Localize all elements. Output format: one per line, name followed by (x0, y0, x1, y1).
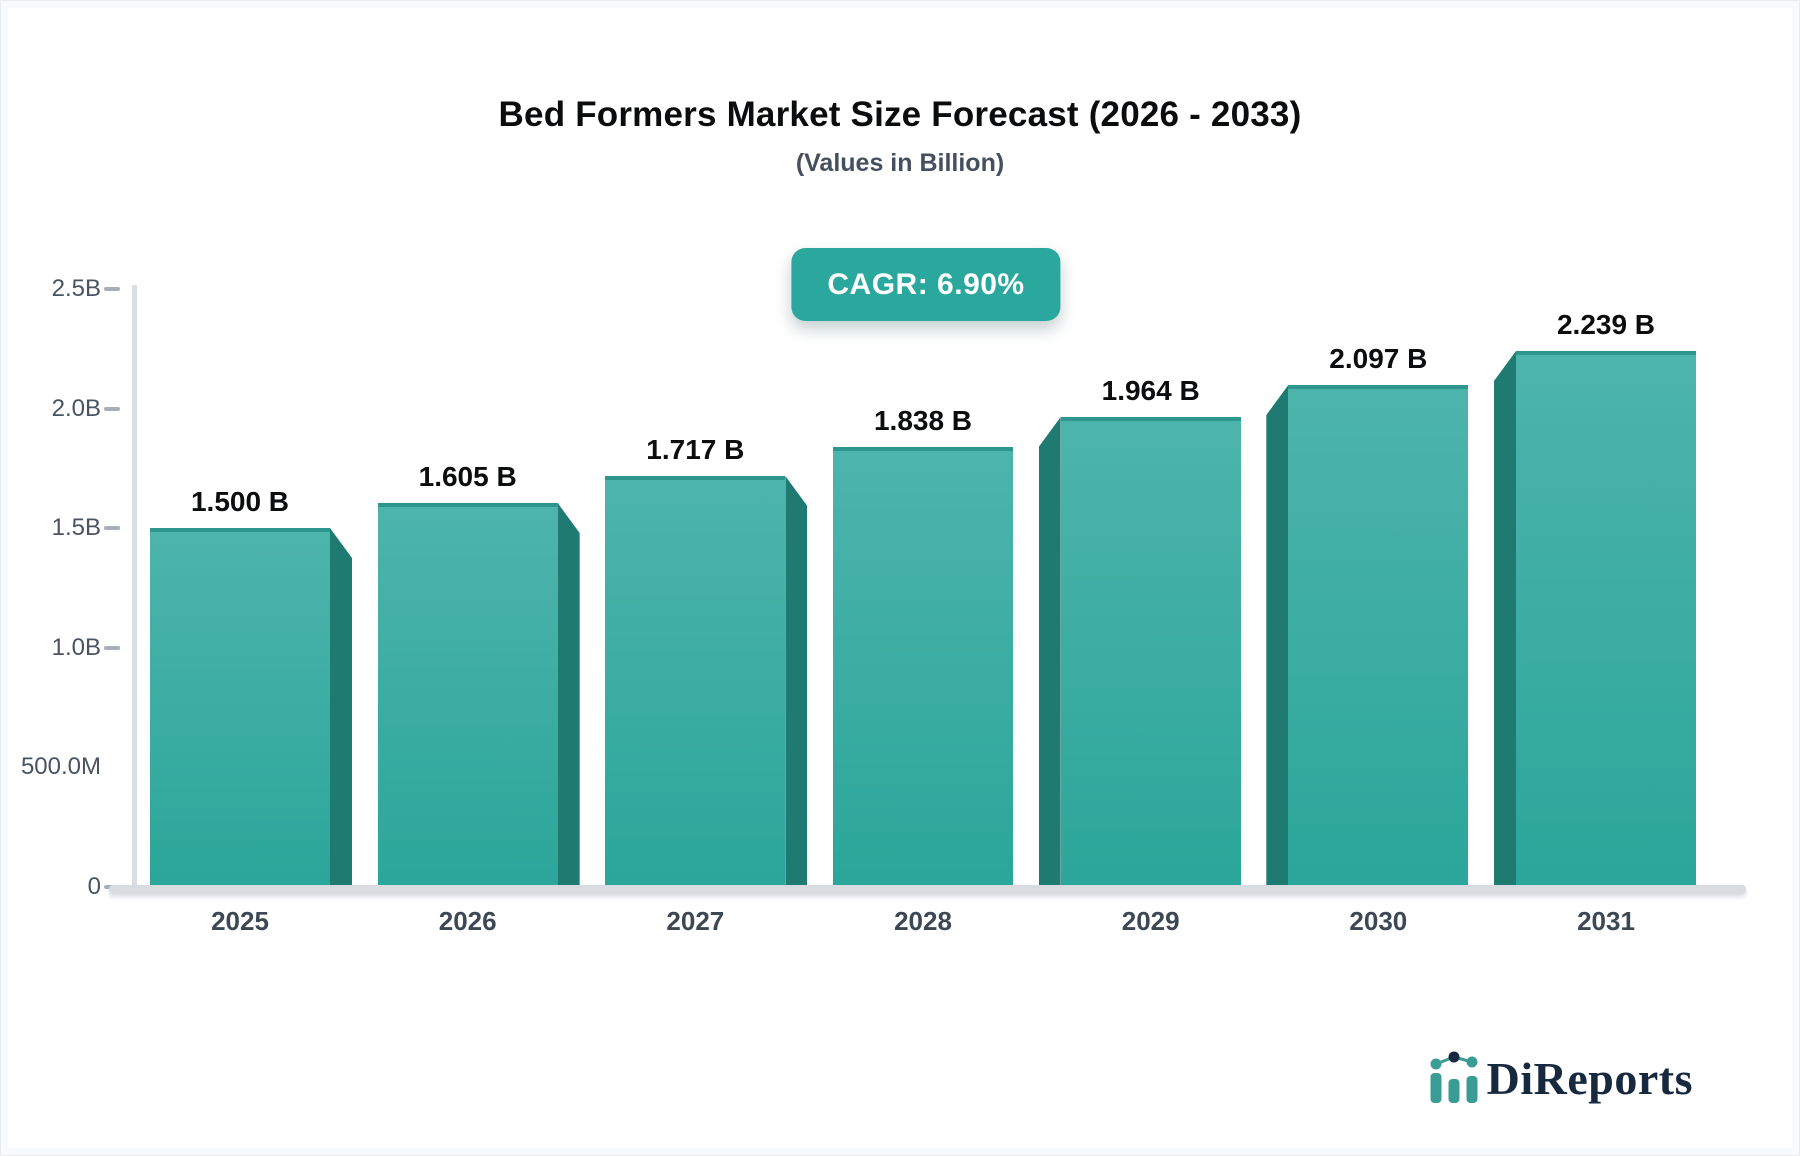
bar-2030-side-face (1266, 385, 1289, 887)
brand-name: DiReports (1486, 1052, 1693, 1104)
bar-2029[interactable] (1060, 417, 1241, 887)
x-axis-label-2031: 2031 (1577, 906, 1635, 936)
bar-value-label-2026: 1.605 B (418, 461, 517, 492)
y-axis-label-1.0B: 1.0B (51, 633, 101, 661)
bar-2027-side-face (785, 476, 808, 887)
y-axis-tick (104, 526, 120, 531)
bar-2031[interactable] (1516, 351, 1696, 887)
bar-2029-side-face (1038, 417, 1061, 887)
y-axis-label-1.5B: 1.5B (51, 514, 101, 542)
x-axis-label-2028: 2028 (894, 906, 952, 936)
y-axis-tick (104, 645, 120, 650)
bar-2027[interactable] (605, 476, 786, 887)
bar-value-label-2029: 1.964 B (1101, 375, 1200, 406)
bar-value-label-2030: 2.097 B (1329, 343, 1428, 374)
chart-title: Bed Formers Market Size Forecast (2026 -… (498, 95, 1302, 134)
bar-value-label-2025: 1.500 B (190, 486, 290, 517)
bar-2031-side-face (1494, 351, 1516, 887)
y-axis-tick (104, 287, 120, 291)
y-axis-line (132, 285, 137, 889)
bar-value-label-2027: 1.717 B (646, 434, 745, 465)
x-axis-label-2025: 2025 (211, 906, 269, 936)
y-axis-label-500.0M: 500.0M (20, 753, 101, 781)
y-axis-label-2.0B: 2.0B (51, 394, 101, 422)
bar-2026-side-face (557, 503, 580, 887)
y-axis-label-2.5B: 2.5B (51, 275, 101, 302)
chart-subtitle: (Values in Billion) (795, 149, 1005, 177)
y-axis-tick (104, 406, 120, 411)
y-axis-label-0: 0 (87, 873, 101, 900)
bar-2030[interactable] (1288, 385, 1469, 887)
x-axis-label-2030: 2030 (1349, 906, 1408, 936)
bar-line-chart-icon (1425, 1049, 1483, 1107)
x-axis-label-2026: 2026 (438, 906, 497, 936)
x-axis-line (109, 885, 1746, 894)
bar-2026[interactable] (377, 503, 558, 887)
bar-2025-side-face (330, 528, 352, 887)
x-axis-label-2027: 2027 (666, 906, 725, 936)
bar-value-label-2028: 1.838 B (873, 405, 973, 436)
bar-2028[interactable] (833, 447, 1013, 887)
bar-2025[interactable] (150, 528, 330, 887)
x-axis-label-2029: 2029 (1121, 906, 1180, 936)
cagr-badge: CAGR: 6.90% (791, 248, 1061, 321)
bar-value-label-2031: 2.239 B (1556, 309, 1656, 340)
brand-watermark: DiReports (1425, 1049, 1693, 1107)
